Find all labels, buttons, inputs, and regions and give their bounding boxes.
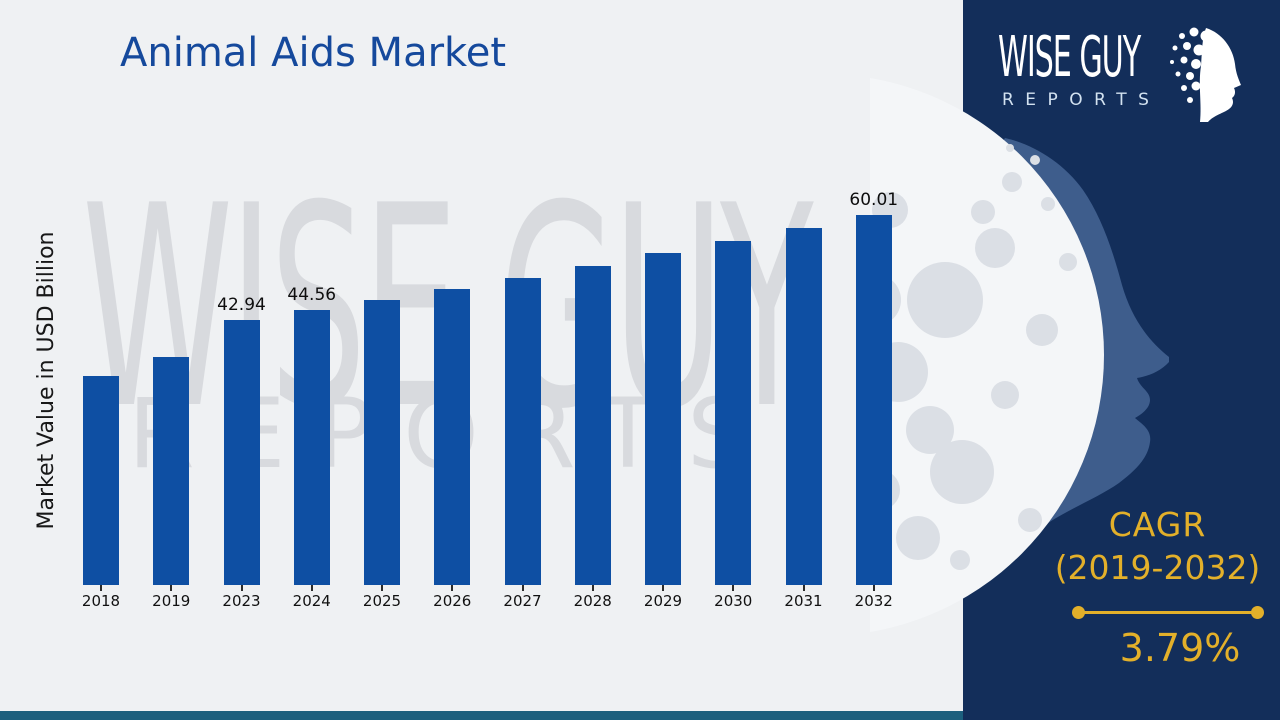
x-axis-tick-2031 (802, 585, 805, 591)
x-axis-tick-2019 (170, 585, 173, 591)
x-axis-tick-2018 (100, 585, 102, 591)
bar-chart: 2018 2019 42.94 2023 44.56 2024 2025 2026 2027 20… (81, 190, 899, 610)
x-axis-tick-2026 (451, 585, 454, 591)
bar-value-label-2032: 60.01 (849, 190, 899, 210)
page-title: Animal Aids Market (120, 30, 507, 76)
logo-face-icon (1170, 27, 1241, 122)
x-axis-tick-2028 (591, 585, 594, 591)
x-axis-label-2027: 2027 (503, 592, 542, 610)
x-axis-label-2024: 2024 (292, 592, 331, 610)
logo-reports-text: REPORTS (1002, 90, 1161, 110)
hero-graphic (870, 77, 1169, 633)
x-axis-label-2023: 2023 (222, 592, 261, 610)
cagr-value: 3.79% (1119, 626, 1241, 670)
bar-value-label-2023: 42.94 (217, 295, 266, 315)
logo-face-outline (1199, 28, 1241, 122)
hero-light-circle (870, 77, 1104, 633)
wise-guy-reports-logo: WISE GUY REPORTS (990, 22, 1260, 127)
x-axis-tick-2027 (521, 585, 524, 591)
bar-2030 (715, 241, 752, 585)
x-axis-label-2028: 2028 (573, 592, 612, 610)
bottom-accent-strip (0, 711, 963, 720)
x-axis-tick-2032 (872, 585, 875, 591)
bar-2027 (504, 278, 541, 585)
x-axis-label-2030: 2030 (714, 592, 753, 610)
bar-value-label-2024: 44.56 (287, 285, 337, 305)
x-axis-label-2019: 2019 (152, 592, 191, 610)
x-axis-tick-2024 (310, 585, 313, 591)
bar-2028 (574, 266, 611, 585)
bar-2018 (83, 376, 119, 585)
x-axis-tick-2030 (732, 585, 735, 591)
cagr-range: (2019-2032) (1054, 548, 1261, 587)
bar-2024 (293, 310, 330, 585)
line-end-dot-right (1251, 606, 1264, 619)
x-axis-label-2029: 2029 (643, 592, 683, 610)
bar-2031 (785, 228, 822, 585)
line-end-dot-left (1072, 606, 1085, 619)
x-axis-tick-2025 (381, 585, 383, 591)
cagr-label: CAGR (1108, 505, 1207, 544)
bar-2023 (223, 320, 260, 585)
x-axis-label-2018: 2018 (81, 592, 121, 610)
x-axis-label-2032: 2032 (854, 592, 893, 610)
bar-2019 (153, 357, 190, 585)
x-axis-label-2025: 2025 (362, 592, 402, 610)
x-axis-tick-2029 (662, 585, 664, 591)
bar-2032 (855, 215, 892, 585)
x-axis-label-2031: 2031 (784, 592, 823, 610)
bar-2025 (364, 300, 400, 585)
cagr-divider-line (1072, 606, 1264, 619)
cagr-block: CAGR (2019-2032) (1040, 505, 1275, 587)
bar-2029 (645, 253, 681, 585)
bar-2026 (434, 289, 471, 585)
x-axis-label-2026: 2026 (433, 592, 472, 610)
x-axis-tick-2023 (240, 585, 243, 591)
logo-wiseguy-text: WISE GUY (998, 25, 1141, 90)
